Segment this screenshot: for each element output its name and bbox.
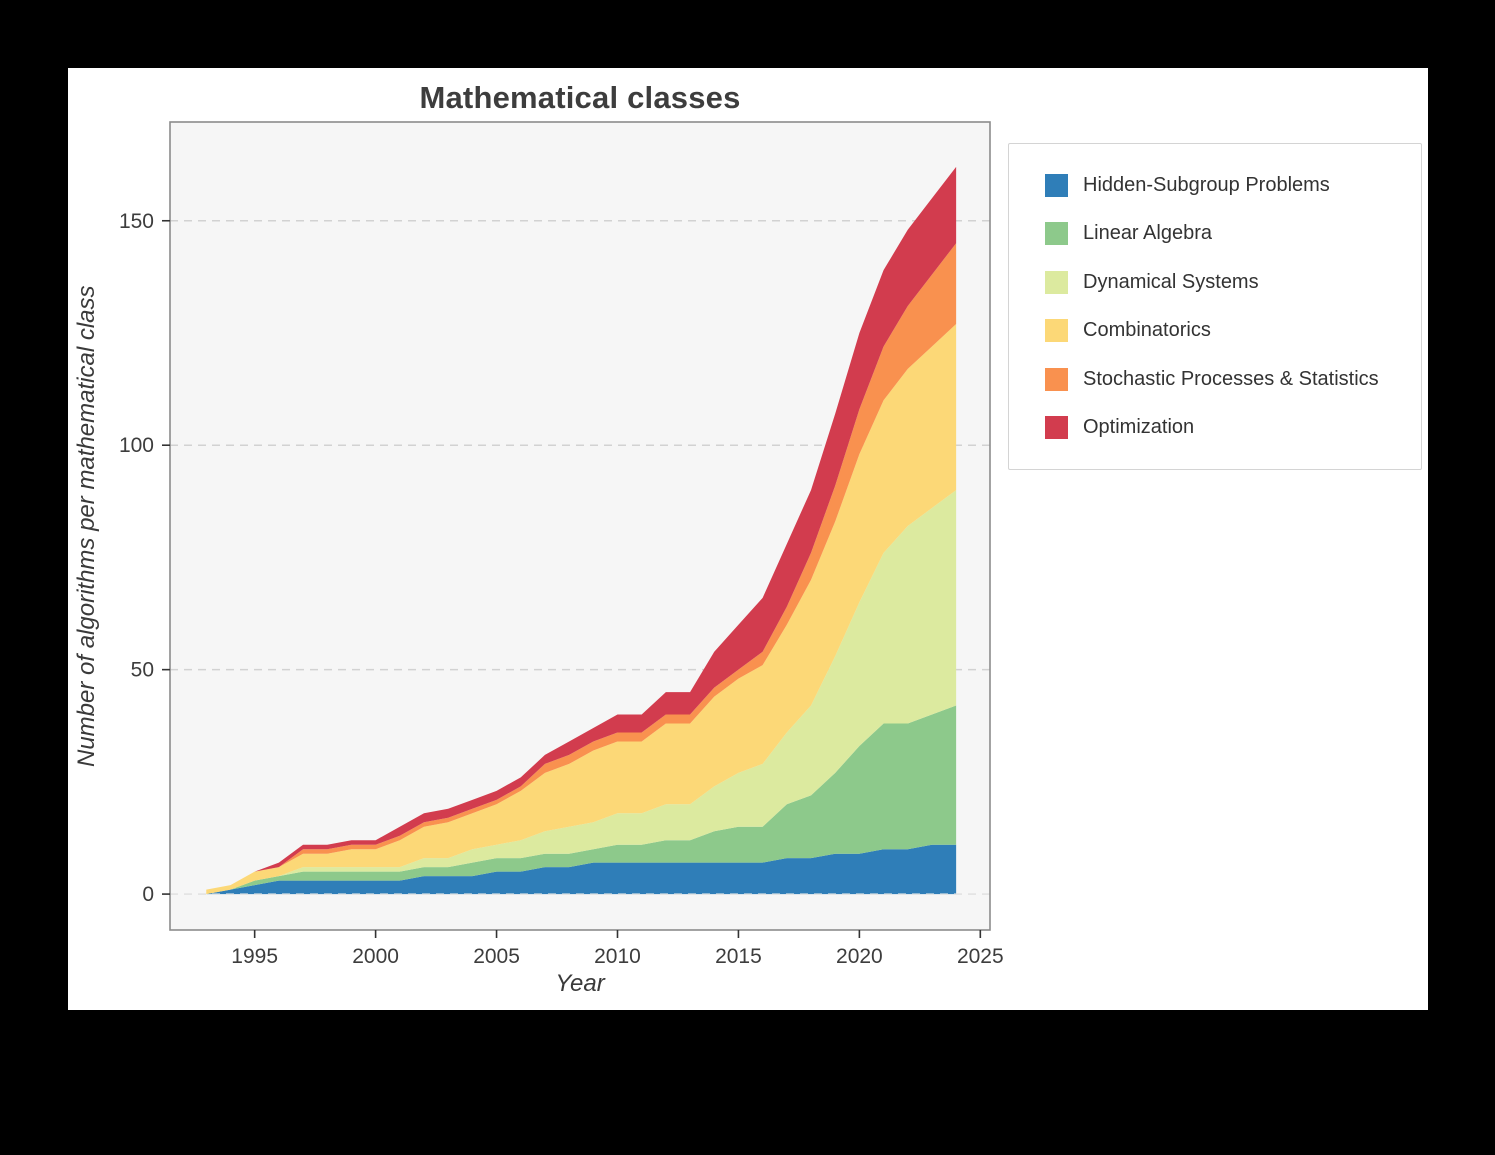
legend-item: Hidden-Subgroup Problems bbox=[1045, 174, 1401, 197]
legend-label: Dynamical Systems bbox=[1083, 270, 1259, 293]
legend: Hidden-Subgroup Problems Linear Algebra … bbox=[1008, 143, 1422, 470]
legend-item: Dynamical Systems bbox=[1045, 270, 1401, 294]
legend-swatch-icon bbox=[1045, 319, 1068, 343]
legend-label: Hidden-Subgroup Problems bbox=[1083, 174, 1330, 196]
svg-text:2025: 2025 bbox=[957, 945, 1004, 968]
chart-title: Mathematical classes bbox=[419, 80, 741, 115]
legend-label: Linear Algebra bbox=[1083, 222, 1212, 245]
legend-item: Combinatorics bbox=[1045, 319, 1401, 343]
legend-label: Stochastic Processes & Statistics bbox=[1083, 367, 1379, 390]
legend-swatch-icon bbox=[1045, 222, 1068, 246]
svg-text:2015: 2015 bbox=[715, 945, 762, 968]
legend-label: Combinatorics bbox=[1083, 319, 1211, 342]
stacked-area-chart: 1995 2000 2005 2010 2015 2020 2025 0 50 100 150 bbox=[119, 121, 1004, 968]
svg-text:150: 150 bbox=[119, 210, 154, 233]
svg-text:1995: 1995 bbox=[231, 945, 278, 968]
legend-item: Stochastic Processes & Statistics bbox=[1045, 367, 1401, 391]
legend-label: Optimization bbox=[1083, 415, 1195, 438]
svg-text:50: 50 bbox=[131, 659, 154, 682]
legend-swatch-icon bbox=[1045, 367, 1068, 391]
legend-item: Linear Algebra bbox=[1045, 222, 1401, 246]
x-axis-label: Year bbox=[555, 970, 605, 997]
legend-item: Optimization bbox=[1045, 415, 1401, 439]
svg-text:2000: 2000 bbox=[352, 945, 399, 968]
svg-text:100: 100 bbox=[119, 434, 154, 457]
legend-swatch-icon bbox=[1045, 174, 1068, 197]
legend-swatch-icon bbox=[1045, 415, 1068, 439]
svg-text:2010: 2010 bbox=[594, 945, 641, 968]
svg-text:2020: 2020 bbox=[836, 945, 883, 968]
svg-text:2005: 2005 bbox=[473, 945, 520, 968]
chart-card: Mathematical classes Number of algorithm… bbox=[68, 68, 1428, 1010]
legend-swatch-icon bbox=[1045, 270, 1068, 294]
svg-text:0: 0 bbox=[142, 883, 154, 906]
